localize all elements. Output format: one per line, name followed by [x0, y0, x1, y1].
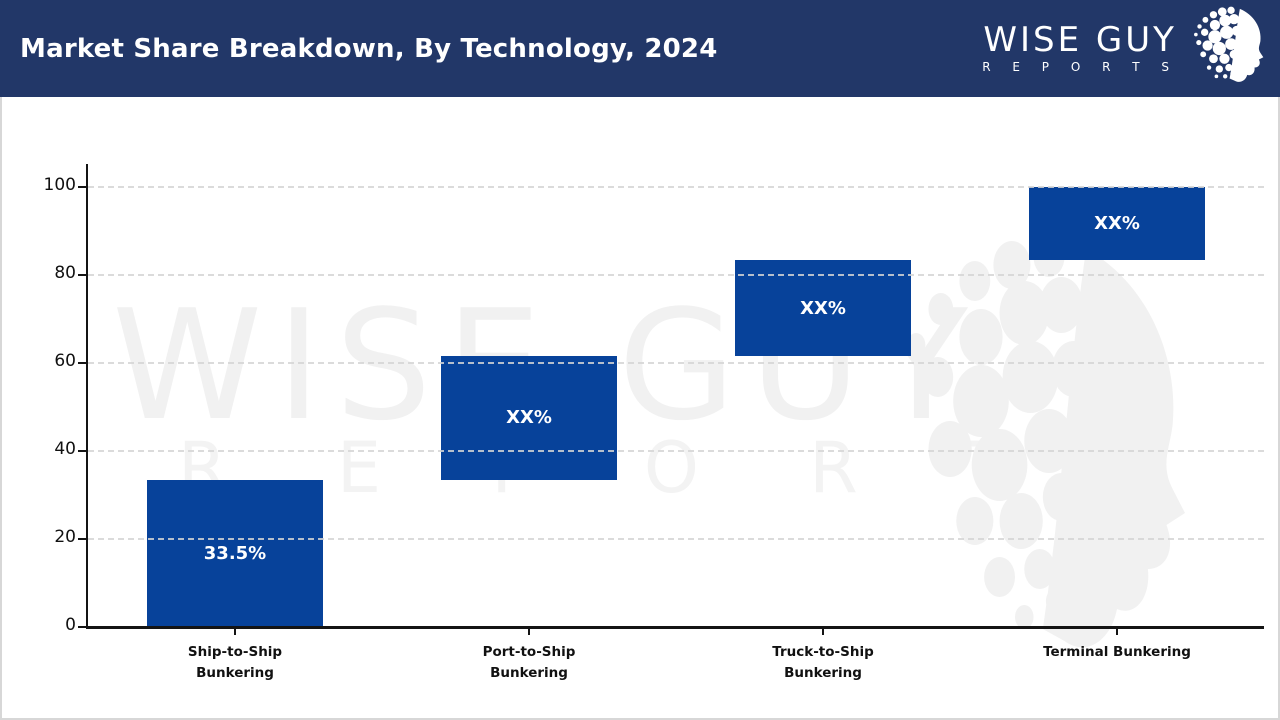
gridline [88, 538, 1264, 540]
y-tick-label: 60 [54, 351, 76, 371]
bar: XX% [1029, 187, 1205, 261]
logo-line2: R E P O R T S [982, 60, 1178, 75]
logo-line1: WISE GUY [983, 19, 1177, 60]
x-tick-mark [528, 628, 530, 635]
y-tick-label: 20 [54, 527, 76, 547]
y-tick-label: 80 [54, 263, 76, 283]
y-tick-mark [78, 626, 86, 628]
y-tick-mark [78, 274, 86, 276]
bar-value-label: XX% [506, 407, 552, 429]
y-tick-label: 40 [54, 439, 76, 459]
header: Market Share Breakdown, By Technology, 2… [0, 0, 1280, 97]
page-edge-bottom [0, 718, 1280, 720]
x-axis-label: Terminal Bunkering [1043, 644, 1191, 660]
head-profile-dots-icon [1180, 3, 1266, 95]
y-tick-label: 0 [65, 615, 76, 635]
y-tick-mark [78, 538, 86, 540]
gridline [88, 450, 1264, 452]
x-tick-mark [234, 628, 236, 635]
bar: XX% [735, 260, 911, 357]
gridline [88, 274, 1264, 276]
bar: 33.5% [147, 479, 323, 627]
bar-value-label: XX% [800, 297, 846, 319]
page-edge-right [1278, 97, 1280, 720]
y-axis-line [86, 164, 88, 629]
bar-value-label: XX% [1094, 213, 1140, 235]
x-axis-line [86, 626, 1264, 629]
bar: XX% [441, 356, 617, 480]
x-tick-mark [822, 628, 824, 635]
x-axis-label: Ship-to-Ship Bunkering [187, 644, 283, 681]
page-title: Market Share Breakdown, By Technology, 2… [20, 33, 718, 64]
page-edge-left [0, 97, 2, 720]
watermark-head-profile-dots-icon [845, 217, 1185, 697]
gridline [88, 362, 1264, 364]
wise-guy-logo: WISE GUY R E P O R T S [982, 3, 1266, 95]
bar-value-label: 33.5% [203, 542, 267, 564]
logo-wordmark: WISE GUY R E P O R T S [982, 19, 1178, 75]
x-axis-label: Truck-to-Ship Bunkering [772, 644, 874, 681]
y-tick-mark [78, 186, 86, 188]
y-tick-label: 100 [43, 175, 76, 195]
gridline [88, 186, 1264, 188]
y-tick-mark [78, 362, 86, 364]
y-tick-mark [78, 450, 86, 452]
chart-area: WISE GUY R E P O R T S 0 20 40 60 80 100 33.5%… [0, 97, 1280, 720]
x-tick-mark [1116, 628, 1118, 635]
x-axis-label: Port-to-Ship Bunkering [482, 644, 576, 681]
